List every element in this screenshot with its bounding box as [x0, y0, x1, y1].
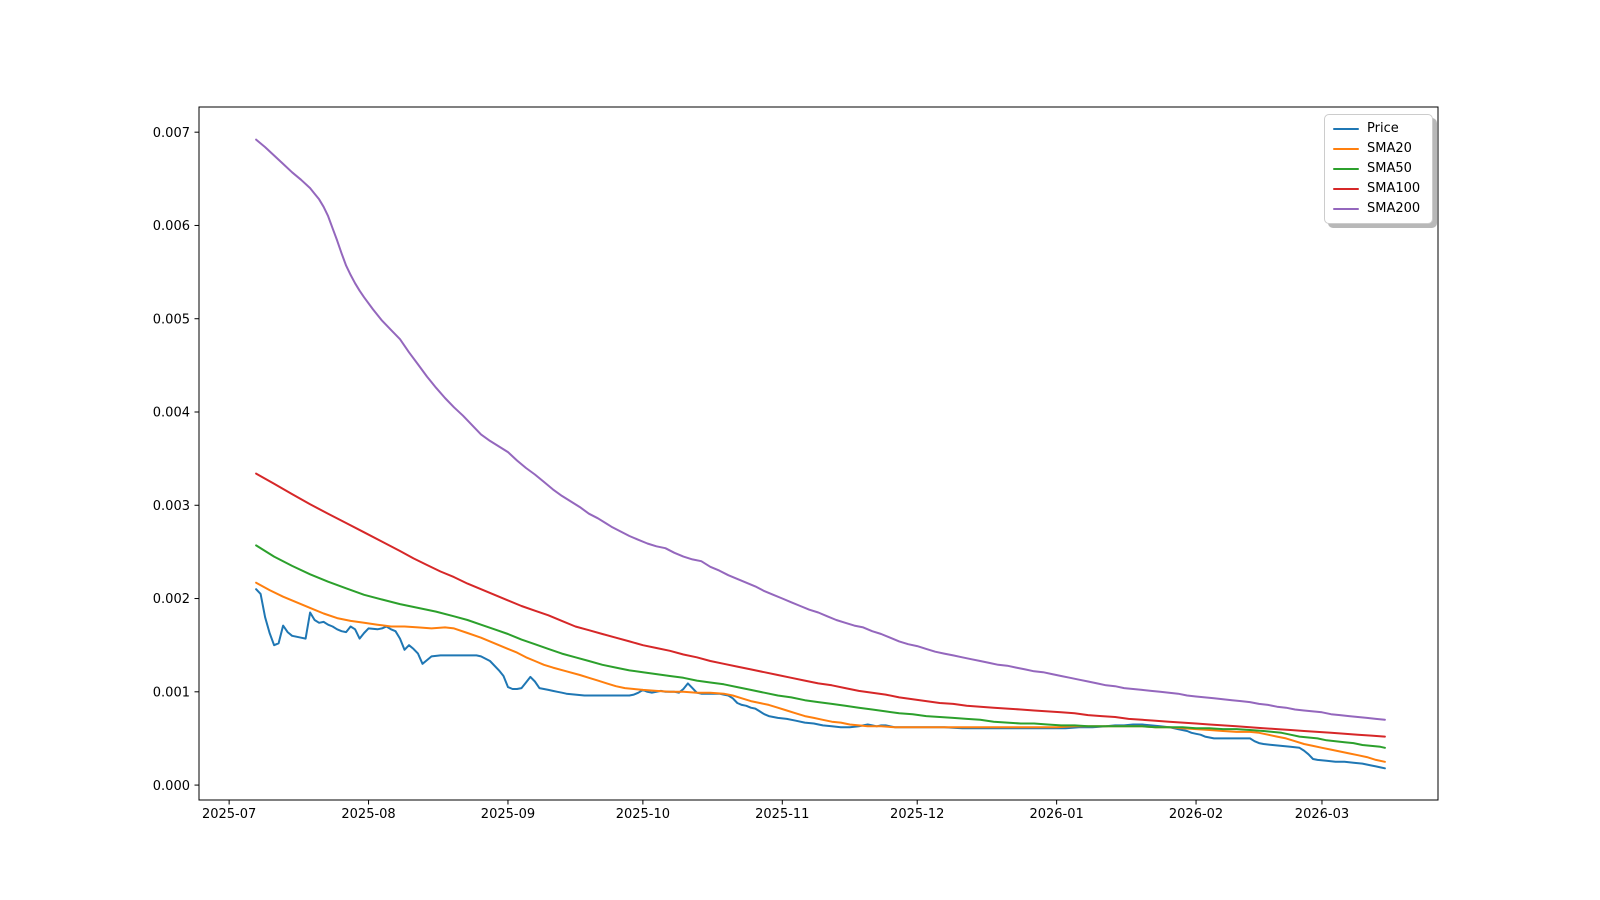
legend-line-sample — [1333, 187, 1359, 191]
legend-item-sma200: SMA200 — [1333, 199, 1424, 219]
y-tick-label: 0.005 — [153, 312, 190, 327]
series-line-sma50 — [255, 544, 1386, 749]
y-tick-label: 0.001 — [153, 686, 190, 701]
y-tick-label: 0.004 — [153, 406, 190, 421]
x-tick-label: 2026-01 — [1029, 807, 1083, 822]
series-line-sma20 — [255, 581, 1386, 763]
legend-item-sma100: SMA100 — [1333, 179, 1424, 199]
x-tick-label: 2025-07 — [202, 807, 256, 822]
x-tick-label: 2026-02 — [1169, 807, 1223, 822]
x-tick-label: 2025-12 — [890, 807, 944, 822]
plot-area-frame — [198, 106, 1439, 801]
legend-line-sample — [1333, 167, 1359, 171]
x-tick-label: 2026-03 — [1295, 807, 1349, 822]
y-tick-label: 0.007 — [153, 126, 190, 141]
legend-item-price: Price — [1333, 119, 1424, 139]
legend: Price SMA20 SMA50 SMA100 SMA200 — [1324, 114, 1433, 224]
legend-line-sample — [1333, 147, 1359, 151]
legend-label: SMA20 — [1367, 141, 1412, 156]
x-tick-label: 2025-10 — [616, 807, 670, 822]
y-tick-label: 0.006 — [153, 219, 190, 234]
legend-item-sma50: SMA50 — [1333, 159, 1424, 179]
y-tick-label: 0.000 — [153, 779, 190, 794]
legend-line-sample — [1333, 127, 1359, 131]
legend-item-sma20: SMA20 — [1333, 139, 1424, 159]
y-tick-label: 0.003 — [153, 499, 190, 514]
series-line-price — [255, 588, 1386, 770]
x-tick-label: 2025-08 — [341, 807, 395, 822]
x-tick-label: 2025-11 — [755, 807, 809, 822]
y-tick-label: 0.002 — [153, 592, 190, 607]
series-line-sma100 — [255, 472, 1386, 738]
legend-label: SMA100 — [1367, 181, 1421, 196]
legend-label: Price — [1367, 121, 1399, 136]
x-tick-label: 2025-09 — [481, 807, 535, 822]
series-line-sma200 — [255, 138, 1386, 721]
legend-label: SMA50 — [1367, 161, 1412, 176]
legend-label: SMA200 — [1367, 201, 1421, 216]
legend-line-sample — [1333, 207, 1359, 211]
